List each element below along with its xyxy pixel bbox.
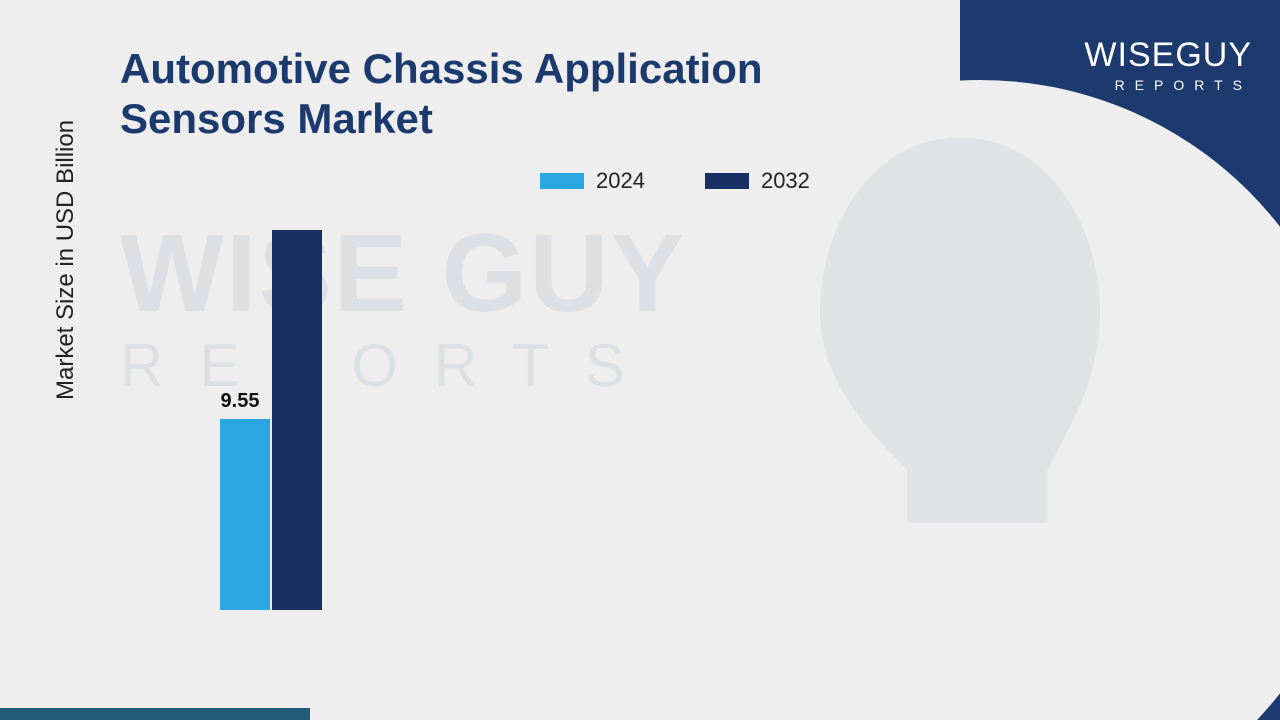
accent-bar — [0, 708, 310, 720]
legend-swatch-2032 — [705, 173, 749, 189]
legend-item-2024: 2024 — [540, 168, 645, 194]
plot-area: 9.55 — [160, 210, 980, 610]
bar-2024 — [220, 419, 270, 610]
page-root: WISE GUY REPORTS WISEGUY REPORTS Automot… — [0, 0, 1280, 720]
chart-title: Automotive Chassis Application Sensors M… — [120, 44, 820, 145]
bar-2032 — [272, 230, 322, 610]
y-axis-label: Market Size in USD Billion — [52, 120, 80, 400]
x-axis-labels — [160, 614, 980, 684]
brand-word-1: WISE — [1084, 36, 1175, 74]
legend-swatch-2024 — [540, 173, 584, 189]
legend-label-2024: 2024 — [596, 168, 645, 194]
chart-area: 9.55 — [100, 210, 980, 670]
legend-item-2032: 2032 — [705, 168, 810, 194]
brand-subline: REPORTS — [1084, 78, 1252, 92]
bar-value-label: 9.55 — [200, 390, 280, 413]
brand-logo: WISEGUY REPORTS — [1084, 38, 1252, 92]
legend-label-2032: 2032 — [761, 168, 810, 194]
brand-word-2: GUY — [1175, 36, 1252, 74]
legend: 2024 2032 — [540, 168, 810, 194]
